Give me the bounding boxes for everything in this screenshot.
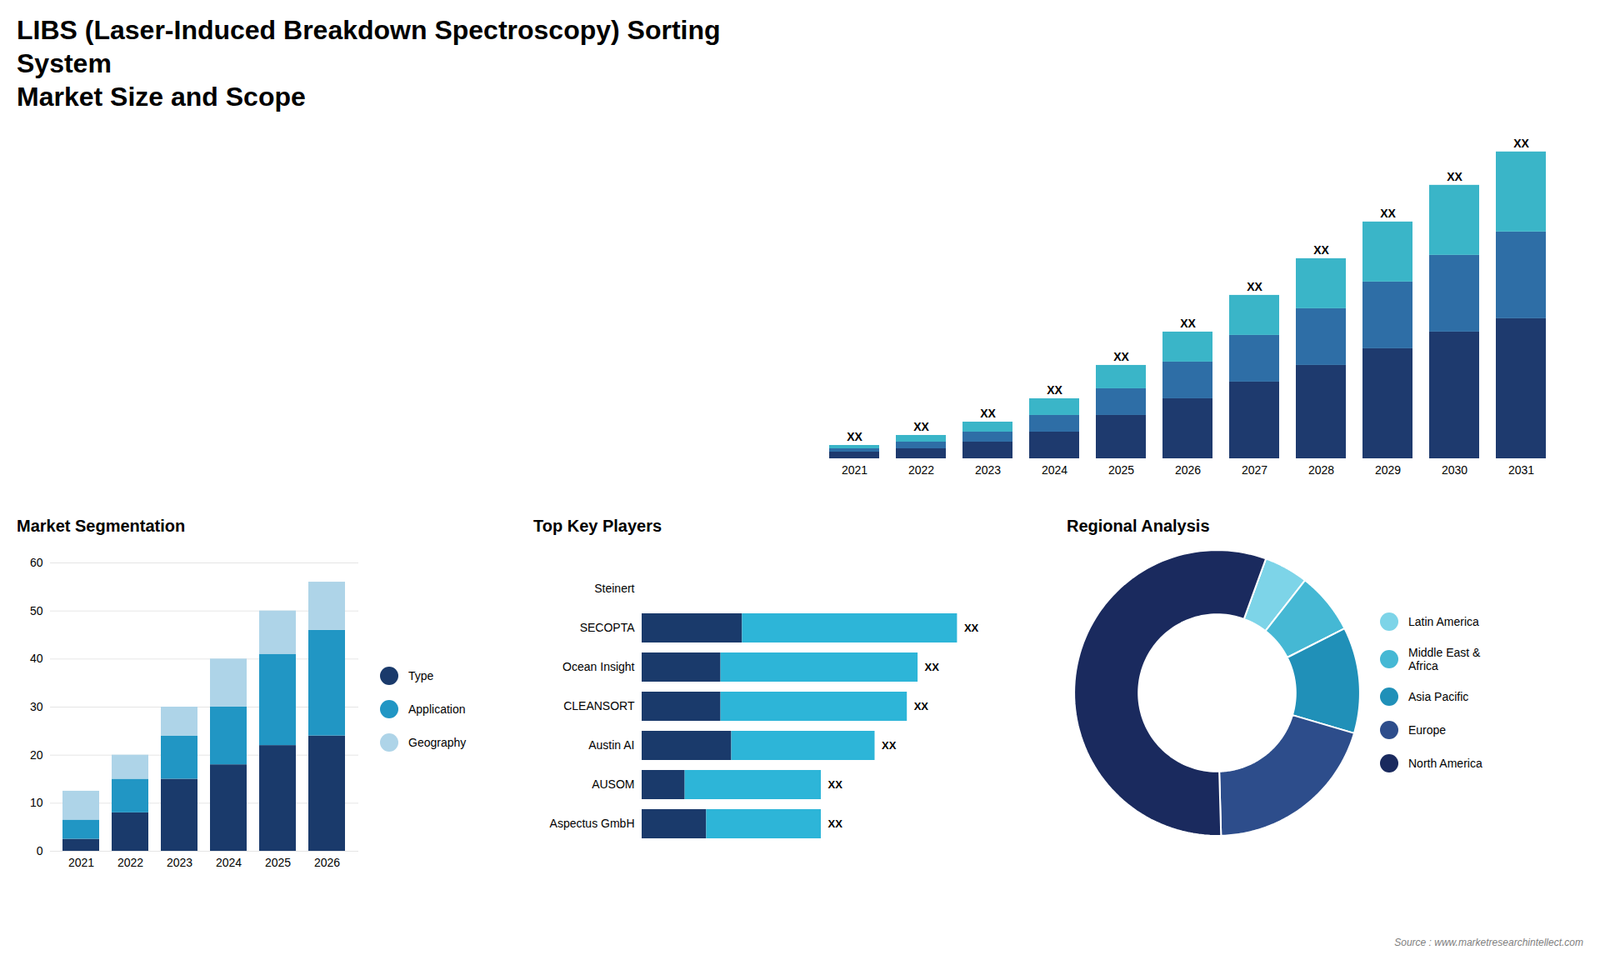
svg-text:30: 30	[30, 700, 44, 714]
svg-text:2026: 2026	[1175, 463, 1201, 477]
svg-text:XX: XX	[1313, 243, 1330, 257]
svg-text:0: 0	[36, 844, 44, 858]
svg-text:XX: XX	[881, 739, 897, 752]
html-text:Market Size and Scope: Market Size and Scope	[16, 81, 306, 112]
svg-text:XX: XX	[964, 621, 980, 635]
svg-text:2023: 2023	[166, 855, 193, 870]
svg-text:2030: 2030	[1441, 463, 1468, 477]
svg-text:XX: XX	[1246, 280, 1263, 294]
svg-text:XX: XX	[828, 817, 844, 830]
svg-text:60: 60	[30, 555, 44, 570]
html-text:Asia Pacific: Asia Pacific	[1408, 690, 1469, 704]
svg-text:Aspectus GmbH: Aspectus GmbH	[550, 816, 635, 830]
svg-text:2022: 2022	[908, 463, 935, 477]
html-text:North America: North America	[1408, 756, 1483, 770]
html-text:Europe: Europe	[1408, 723, 1446, 737]
svg-text:Austin AI: Austin AI	[588, 738, 635, 752]
svg-text:2027: 2027	[1241, 463, 1268, 477]
svg-text:XX: XX	[1446, 170, 1463, 184]
svg-text:XX: XX	[980, 406, 996, 420]
svg-text:20: 20	[30, 748, 44, 762]
svg-text:XX: XX	[1113, 350, 1130, 364]
svg-text:2029: 2029	[1375, 463, 1401, 477]
svg-text:Steinert: Steinert	[594, 581, 635, 595]
svg-text:2021: 2021	[841, 463, 868, 477]
svg-text:2023: 2023	[975, 463, 1001, 477]
svg-text:2022: 2022	[117, 855, 144, 870]
html-text:Regional Analysis: Regional Analysis	[1066, 516, 1210, 535]
svg-text:40: 40	[30, 651, 44, 665]
html-text:Market Segmentation: Market Segmentation	[16, 516, 186, 535]
svg-text:XX: XX	[1380, 206, 1396, 220]
svg-text:2028: 2028	[1308, 463, 1335, 477]
svg-text:AUSOM: AUSOM	[591, 777, 635, 791]
svg-text:2024: 2024	[1041, 463, 1068, 477]
html-text:Latin America: Latin America	[1408, 615, 1479, 629]
svg-text:SECOPTA: SECOPTA	[580, 620, 636, 635]
svg-text:CLEANSORT: CLEANSORT	[563, 699, 635, 713]
svg-text:50: 50	[30, 604, 44, 618]
svg-text:XX: XX	[913, 420, 930, 434]
svg-text:XX: XX	[1180, 316, 1196, 330]
svg-text:2024: 2024	[215, 855, 242, 870]
svg-text:XX: XX	[925, 660, 940, 674]
html-text:LIBS (Laser-Induced Breakdown: LIBS (Laser-Induced Breakdown Spectrosco…	[16, 15, 721, 79]
svg-text:XX: XX	[828, 778, 844, 791]
svg-text:2025: 2025	[265, 855, 291, 870]
svg-text:XX: XX	[846, 430, 863, 444]
svg-text:10: 10	[30, 795, 44, 810]
html-text:Type: Type	[408, 669, 434, 683]
svg-text:2025: 2025	[1108, 463, 1135, 477]
svg-text:XX: XX	[914, 700, 930, 713]
html-text:Middle East & Africa: Middle East & Africa	[1408, 645, 1481, 673]
html-text:Source : www.marketresearchint: Source : www.marketresearchintellect.com	[1394, 936, 1584, 949]
svg-text:2026: 2026	[314, 855, 340, 870]
svg-text:XX: XX	[1046, 383, 1063, 397]
html-text:Top Key Players: Top Key Players	[533, 516, 662, 535]
html-text:Geography: Geography	[408, 735, 467, 750]
svg-text:2031: 2031	[1508, 463, 1535, 477]
svg-text:2021: 2021	[68, 855, 95, 870]
svg-text:Ocean Insight: Ocean Insight	[562, 660, 635, 674]
html-text:Application: Application	[408, 702, 466, 716]
svg-text:XX: XX	[1513, 136, 1530, 150]
